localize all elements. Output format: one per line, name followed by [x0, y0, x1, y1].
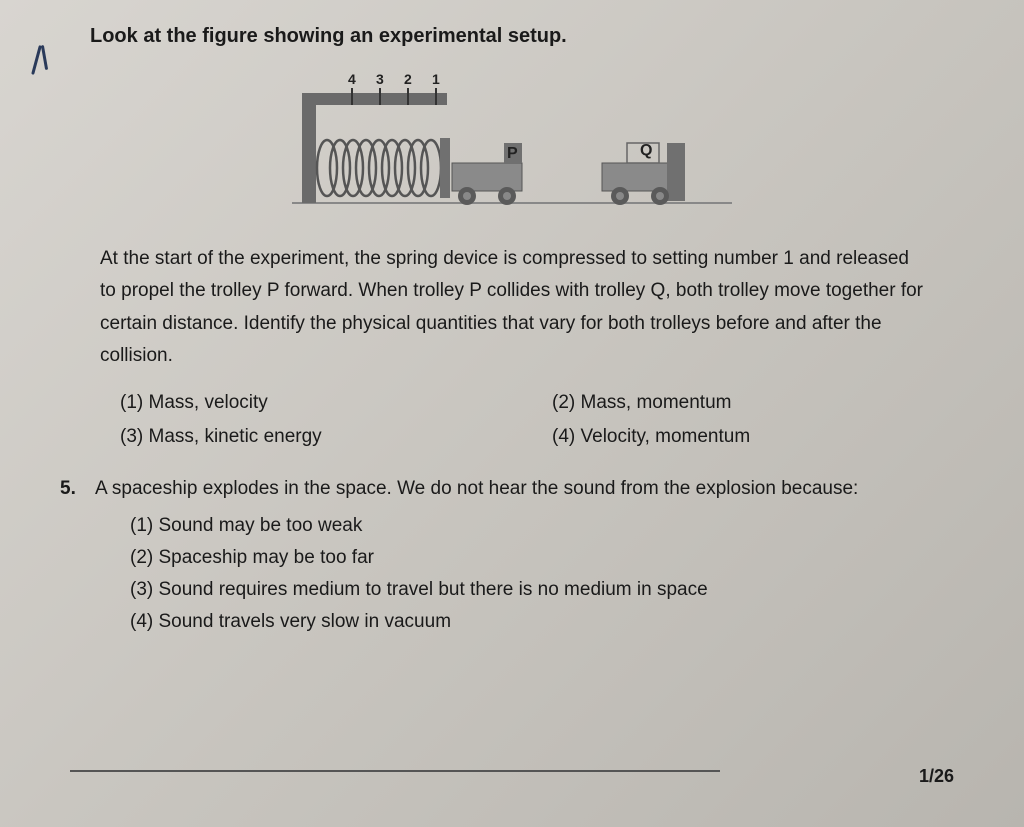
scale-label-4: 4	[348, 71, 356, 87]
scale-label-2: 2	[404, 71, 412, 87]
q5-option-3: (3) Sound requires medium to travel but …	[130, 579, 974, 601]
q4-option-3: (3) Mass, kinetic energy	[120, 426, 492, 448]
q5-option-1: (1) Sound may be too weak	[130, 515, 974, 537]
trolley-p: P	[452, 143, 522, 205]
pen-mark-decoration	[35, 45, 60, 80]
q4-options: (1) Mass, velocity (2) Mass, momentum (3…	[120, 392, 924, 448]
trolley-q: Q	[602, 142, 685, 205]
q4-intro: Look at the figure showing an experiment…	[90, 25, 974, 48]
trolley-p-label: P	[507, 145, 518, 162]
page-number: 1/26	[919, 766, 954, 787]
figure-container: 4 3 2 1	[50, 68, 974, 218]
q4-option-4: (4) Velocity, momentum	[552, 426, 924, 448]
q5-text: A spaceship explodes in the space. We do…	[95, 478, 974, 500]
scale-label-1: 1	[432, 71, 440, 87]
q4-option-1: (1) Mass, velocity	[120, 392, 492, 414]
footer-divider	[70, 770, 720, 772]
scale-label-3: 3	[376, 71, 384, 87]
q5-number: 5.	[60, 478, 95, 500]
q4-option-2: (2) Mass, momentum	[552, 392, 924, 414]
q4-body: At the start of the experiment, the spri…	[100, 243, 924, 372]
trolley-q-label: Q	[640, 142, 652, 159]
setup-svg: 4 3 2 1	[272, 68, 752, 218]
q5-row: 5. A spaceship explodes in the space. We…	[60, 478, 974, 500]
q5-option-4: (4) Sound travels very slow in vacuum	[130, 611, 974, 633]
spring-icon	[317, 140, 441, 196]
q5-options: (1) Sound may be too weak (2) Spaceship …	[130, 515, 974, 633]
experimental-setup-figure: 4 3 2 1	[272, 68, 752, 218]
q5-option-2: (2) Spaceship may be too far	[130, 547, 974, 569]
